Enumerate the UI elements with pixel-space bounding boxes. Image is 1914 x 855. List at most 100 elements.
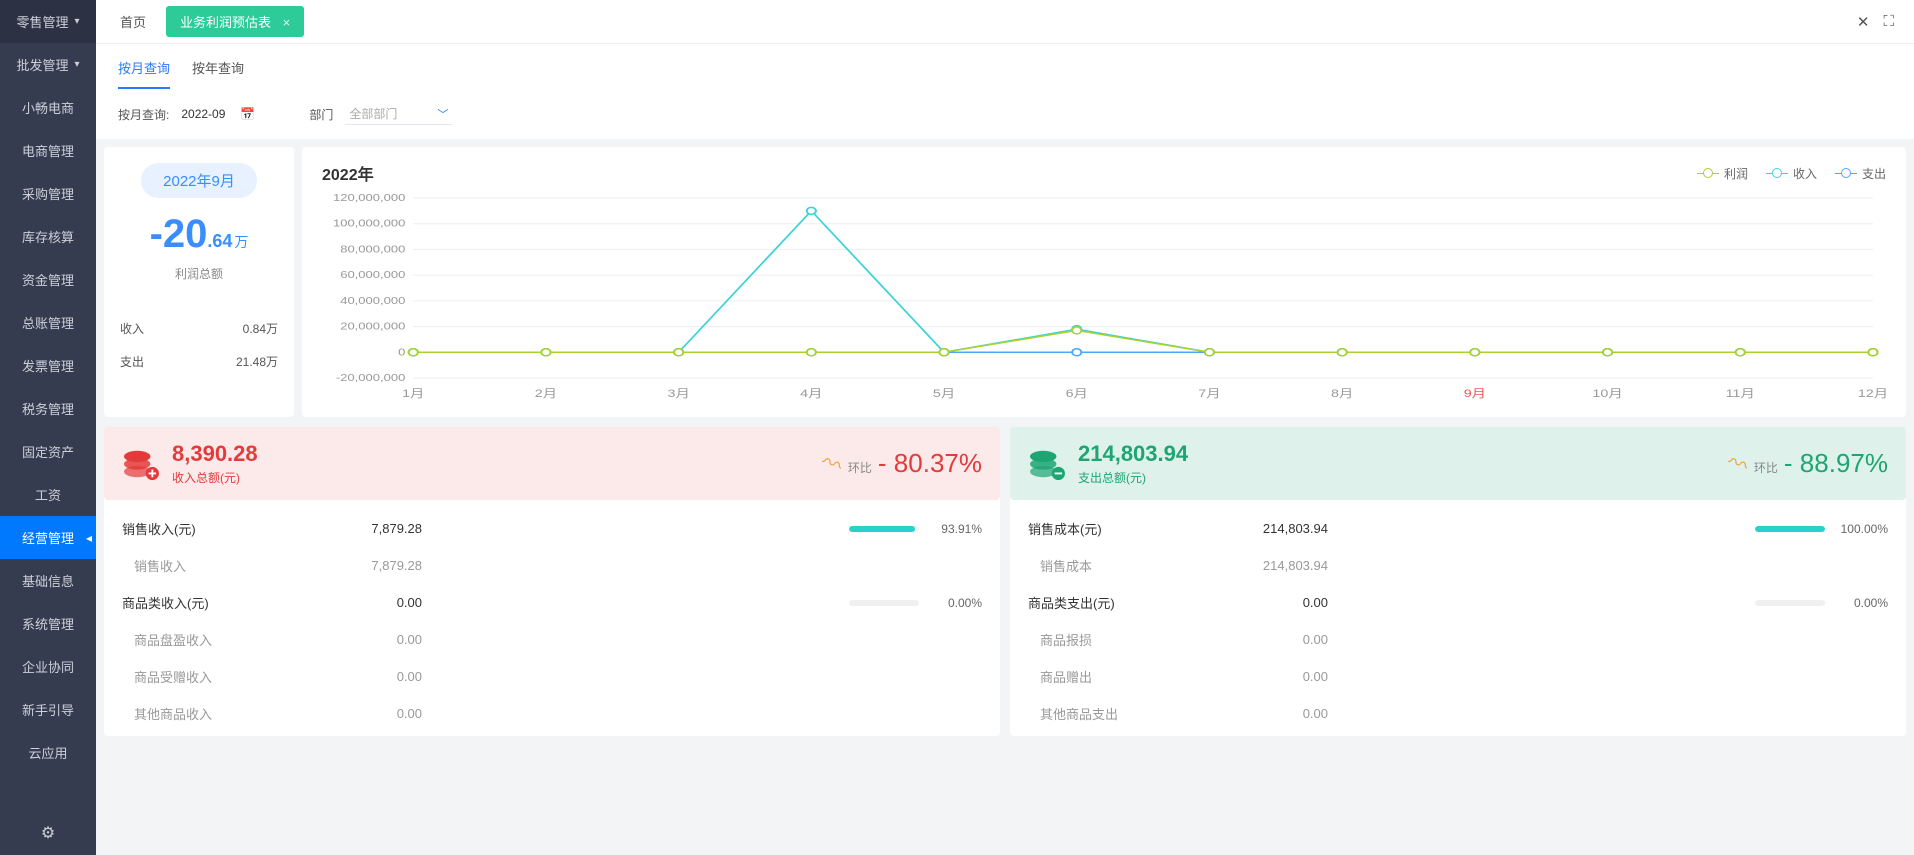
summary-profit-value: -20 .64 万 — [150, 212, 249, 257]
sidebar-item-label: 电商管理 — [22, 141, 74, 160]
income-sub: 收入总额(元) — [172, 469, 258, 486]
breakdown-row: 商品盘盈收入0.00 — [122, 621, 982, 658]
expense-icon — [1028, 447, 1066, 481]
legend-profit[interactable]: 利润 — [1697, 165, 1748, 182]
legend-expense[interactable]: 支出 — [1835, 165, 1886, 182]
filter-dept-value: 全部部门 — [349, 105, 397, 122]
breakdown-row: 商品报损0.00 — [1028, 621, 1888, 658]
sidebar-item[interactable]: 基础信息 — [0, 559, 96, 602]
income-header: 8,390.28 收入总额(元) 〰 环比 - 80.37% — [104, 427, 1000, 500]
summary-expense-label: 支出 — [120, 353, 144, 370]
filter-dept-select[interactable]: 全部部门 ﹀ — [345, 103, 452, 125]
breakdown-row: 商品类收入(元)0.000.00% — [122, 584, 982, 621]
trend-down-icon: 〰 — [818, 446, 847, 480]
svg-text:3月: 3月 — [667, 387, 689, 400]
svg-text:2月: 2月 — [535, 387, 557, 400]
legend-income[interactable]: 收入 — [1766, 165, 1817, 182]
sidebar-item-label: 固定资产 — [22, 442, 74, 461]
chart-body[interactable]: -20,000,000020,000,00040,000,00060,000,0… — [322, 193, 1886, 403]
chart-title: 2022年 — [322, 161, 374, 185]
calendar-icon[interactable]: 📅 — [240, 107, 255, 121]
sidebar-item[interactable]: 批发管理▾ — [0, 43, 96, 86]
row-name: 销售成本(元) — [1028, 519, 1198, 538]
sidebar-item[interactable]: 固定资产 — [0, 430, 96, 473]
svg-text:5月: 5月 — [933, 387, 955, 400]
sidebar-item[interactable]: 小畅电商 — [0, 86, 96, 129]
svg-text:100,000,000: 100,000,000 — [333, 218, 405, 229]
summary-income-label: 收入 — [120, 320, 144, 337]
svg-text:10月: 10月 — [1592, 387, 1622, 400]
sidebar-item[interactable]: 企业协同 — [0, 645, 96, 688]
row-value: 0.00 — [1198, 595, 1328, 610]
query-mode-tabs: 按月查询 按年查询 — [96, 44, 1914, 89]
sidebar-item-label: 采购管理 — [22, 184, 74, 203]
summary-profit-label: 利润总额 — [175, 265, 223, 282]
fullscreen-icon[interactable]: ⛶ — [1883, 13, 1894, 31]
summary-income-value: 0.84万 — [243, 320, 278, 337]
breakdown-row: 其他商品支出0.00 — [1028, 695, 1888, 732]
chevron-down-icon: ▾ — [74, 16, 79, 27]
row-pct: 93.91% — [927, 522, 982, 536]
svg-text:9月: 9月 — [1464, 387, 1486, 400]
sidebar-item[interactable]: 系统管理 — [0, 602, 96, 645]
tabs-bar: 首页 业务利润预估表 × ✕ ⛶ — [96, 0, 1914, 44]
profit-big: -20 — [150, 212, 208, 257]
expense-total: 214,803.94 — [1078, 441, 1188, 467]
row-pct: 0.00% — [927, 596, 982, 610]
filter-row: 按月查询: 2022-09 📅 部门 全部部门 ﹀ — [96, 89, 1914, 139]
sidebar-item-label: 零售管理 — [16, 12, 68, 31]
gear-icon[interactable]: ⚙ — [0, 811, 96, 855]
sidebar-item[interactable]: 库存核算 — [0, 215, 96, 258]
tab-home[interactable]: 首页 — [106, 6, 160, 37]
sidebar-item[interactable]: 工资 — [0, 473, 96, 516]
svg-text:1月: 1月 — [402, 387, 424, 400]
income-ratio-label: 环比 — [848, 459, 872, 476]
sidebar: 零售管理 ▾ 批发管理▾小畅电商电商管理采购管理库存核算资金管理总账管理发票管理税务… — [0, 0, 96, 855]
sidebar-item[interactable]: 经营管理 — [0, 516, 96, 559]
breakdown-row: 销售成本214,803.94 — [1028, 547, 1888, 584]
svg-text:40,000,000: 40,000,000 — [340, 295, 405, 306]
sidebar-item[interactable]: 采购管理 — [0, 172, 96, 215]
expense-ratio-label: 环比 — [1754, 459, 1778, 476]
row-value: 0.00 — [292, 706, 422, 721]
close-icon[interactable]: ✕ — [1857, 13, 1870, 31]
row-pct: 100.00% — [1833, 522, 1888, 536]
filter-month-value[interactable]: 2022-09 — [181, 107, 225, 121]
sidebar-item[interactable]: 资金管理 — [0, 258, 96, 301]
income-rows: 销售收入(元)7,879.2893.91%销售收入7,879.28商品类收入(元… — [104, 500, 1000, 736]
row-name: 其他商品支出 — [1028, 704, 1198, 723]
sidebar-item[interactable]: 电商管理 — [0, 129, 96, 172]
main: 首页 业务利润预估表 × ✕ ⛶ 按月查询 按年查询 按月查询: 2022-09… — [96, 0, 1914, 855]
subtab-by-month[interactable]: 按月查询 — [118, 58, 170, 89]
svg-text:80,000,000: 80,000,000 — [340, 244, 405, 255]
close-icon[interactable]: × — [283, 15, 291, 30]
breakdown-row: 销售成本(元)214,803.94100.00% — [1028, 510, 1888, 547]
breakdown-row: 销售收入7,879.28 — [122, 547, 982, 584]
sidebar-item[interactable]: 发票管理 — [0, 344, 96, 387]
sidebar-item-label: 资金管理 — [22, 270, 74, 289]
svg-text:120,000,000: 120,000,000 — [333, 193, 405, 204]
subtab-by-year[interactable]: 按年查询 — [192, 58, 244, 89]
sidebar-item[interactable]: 零售管理 ▾ — [0, 0, 96, 43]
row-name: 商品盘盈收入 — [122, 630, 292, 649]
expense-sub: 支出总额(元) — [1078, 469, 1188, 486]
sidebar-item-label: 库存核算 — [22, 227, 74, 246]
row-name: 其他商品收入 — [122, 704, 292, 723]
expense-ratio: - 88.97% — [1784, 448, 1888, 479]
row-bar — [849, 526, 919, 532]
svg-text:0: 0 — [398, 347, 405, 358]
sidebar-item[interactable]: 云应用 — [0, 731, 96, 774]
sidebar-item[interactable]: 新手引导 — [0, 688, 96, 731]
profit-unit: 万 — [234, 232, 248, 252]
sidebar-item[interactable]: 税务管理 — [0, 387, 96, 430]
sidebar-item-label: 工资 — [35, 485, 61, 504]
sidebar-item-label: 企业协同 — [22, 657, 74, 676]
sidebar-item[interactable]: 总账管理 — [0, 301, 96, 344]
breakdown-row: 销售收入(元)7,879.2893.91% — [122, 510, 982, 547]
tab-profit-estimate[interactable]: 业务利润预估表 × — [166, 6, 304, 37]
breakdown-row: 商品赠出0.00 — [1028, 658, 1888, 695]
expense-header: 214,803.94 支出总额(元) 〰 环比 - 88.97% — [1010, 427, 1906, 500]
svg-text:11月: 11月 — [1726, 387, 1755, 400]
tab-label: 业务利润预估表 — [180, 15, 271, 30]
svg-text:8月: 8月 — [1331, 387, 1353, 400]
